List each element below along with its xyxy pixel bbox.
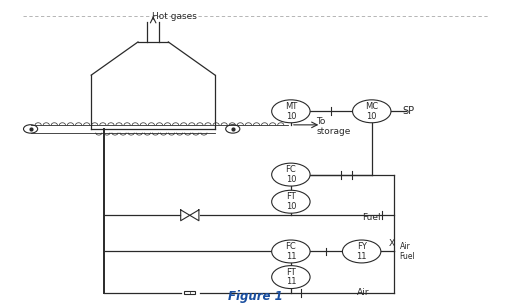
Text: MC
10: MC 10 bbox=[365, 102, 378, 121]
Circle shape bbox=[272, 266, 310, 289]
Text: FT
11: FT 11 bbox=[286, 268, 296, 286]
Text: MT
10: MT 10 bbox=[285, 102, 297, 121]
Text: FC
10: FC 10 bbox=[286, 165, 296, 184]
Circle shape bbox=[272, 163, 310, 186]
Text: FT
10: FT 10 bbox=[286, 192, 296, 211]
Text: X: X bbox=[388, 239, 394, 248]
FancyBboxPatch shape bbox=[184, 291, 195, 294]
Text: FY
11: FY 11 bbox=[356, 242, 367, 261]
Text: Air
Fuel: Air Fuel bbox=[400, 242, 415, 261]
Text: Air: Air bbox=[357, 288, 369, 297]
Circle shape bbox=[272, 190, 310, 213]
Text: To
storage: To storage bbox=[316, 117, 351, 136]
Text: Figure 1: Figure 1 bbox=[228, 290, 283, 303]
Text: SP: SP bbox=[402, 106, 414, 116]
Text: Fuel: Fuel bbox=[362, 213, 380, 222]
Circle shape bbox=[342, 240, 381, 263]
Circle shape bbox=[353, 100, 391, 123]
Circle shape bbox=[272, 100, 310, 123]
Text: FC
11: FC 11 bbox=[286, 242, 296, 261]
Text: Hot gases: Hot gases bbox=[152, 12, 197, 21]
Circle shape bbox=[272, 240, 310, 263]
